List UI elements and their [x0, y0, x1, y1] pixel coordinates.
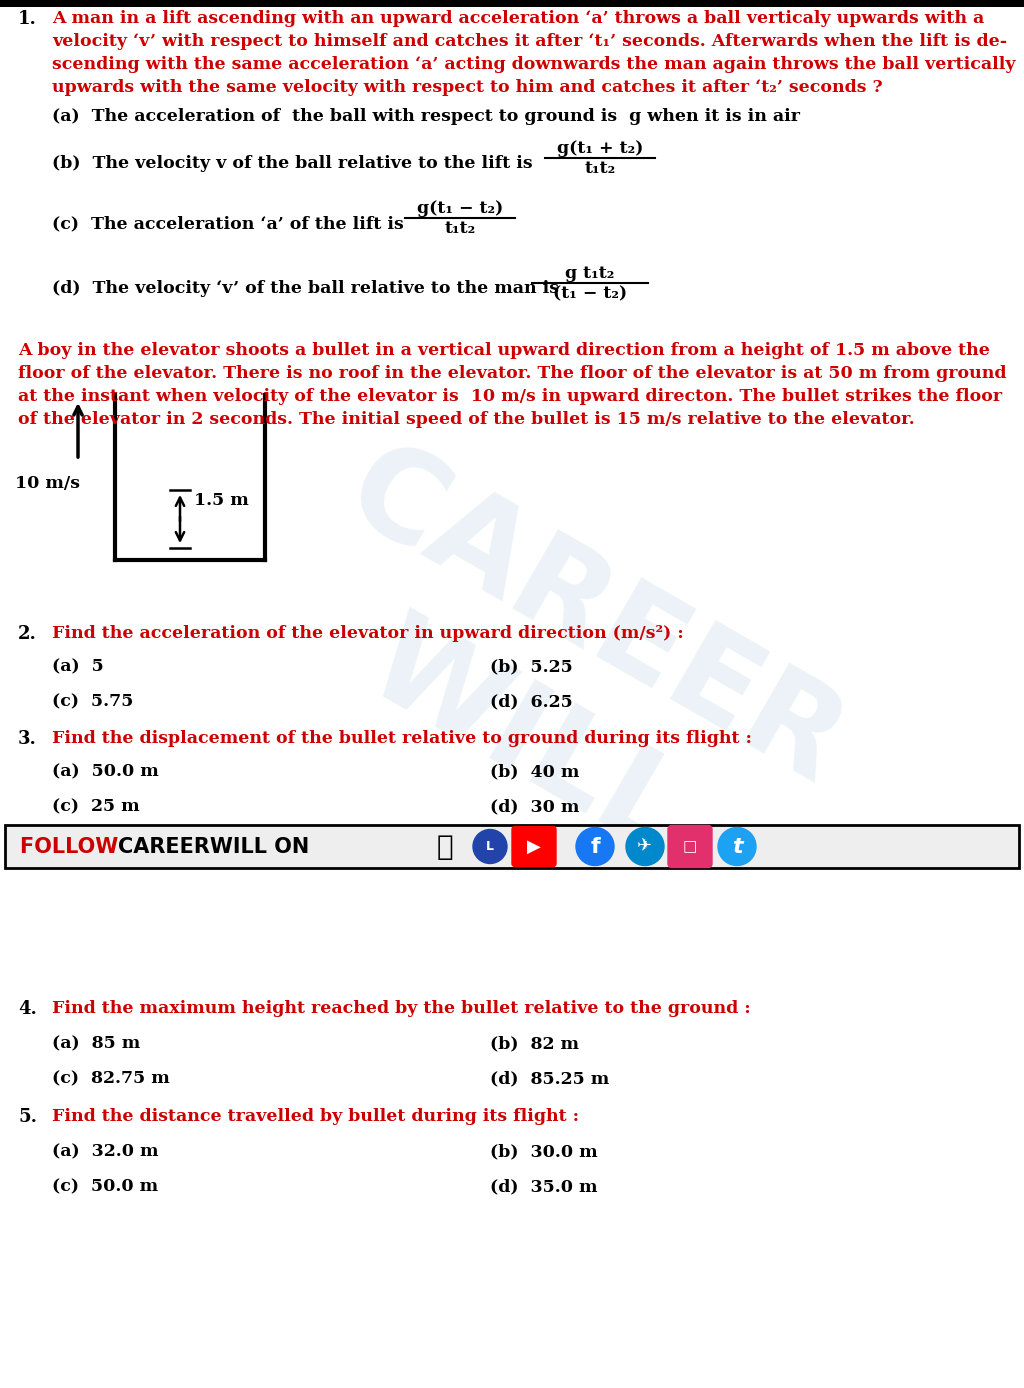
Text: CAREERWILL ON: CAREERWILL ON — [118, 837, 309, 856]
Text: scending with the same acceleration ‘a’ acting downwards the man again throws th: scending with the same acceleration ‘a’ … — [52, 56, 1016, 74]
Text: ▶: ▶ — [527, 837, 541, 855]
Text: t₁t₂: t₁t₂ — [585, 160, 615, 178]
Text: g(t₁ + t₂): g(t₁ + t₂) — [557, 140, 643, 157]
Text: (b)  5.25: (b) 5.25 — [490, 658, 572, 675]
FancyBboxPatch shape — [668, 826, 712, 868]
Text: L: L — [486, 840, 494, 854]
Text: Find the acceleration of the elevator in upward direction (m/s²) :: Find the acceleration of the elevator in… — [52, 625, 684, 643]
Polygon shape — [5, 824, 1019, 868]
Text: □: □ — [683, 838, 697, 854]
Text: 3.: 3. — [18, 730, 37, 748]
Text: Find the maximum height reached by the bullet relative to the ground :: Find the maximum height reached by the b… — [52, 999, 751, 1017]
Circle shape — [626, 827, 664, 866]
Text: 2.: 2. — [18, 625, 37, 643]
Text: (d)  30 m: (d) 30 m — [490, 798, 580, 815]
Text: (d)  85.25 m: (d) 85.25 m — [490, 1070, 609, 1087]
Text: 5.: 5. — [18, 1108, 37, 1126]
Text: 1.: 1. — [18, 10, 37, 28]
Text: (a)  32.0 m: (a) 32.0 m — [52, 1142, 159, 1160]
Text: (c)  The acceleration ‘a’ of the lift is: (c) The acceleration ‘a’ of the lift is — [52, 215, 403, 232]
Text: (a)  85 m: (a) 85 m — [52, 1035, 140, 1052]
Polygon shape — [0, 0, 1024, 7]
Text: (a)  5: (a) 5 — [52, 658, 103, 675]
Text: (b)  30.0 m: (b) 30.0 m — [490, 1142, 598, 1160]
Text: (d)  The velocity ‘v’ of the ball relative to the man is: (d) The velocity ‘v’ of the ball relativ… — [52, 280, 559, 297]
Text: velocity ‘v’ with respect to himself and catches it after ‘t₁’ seconds. Afterwar: velocity ‘v’ with respect to himself and… — [52, 33, 1008, 50]
Text: Find the displacement of the bullet relative to ground during its flight :: Find the displacement of the bullet rela… — [52, 730, 752, 747]
Text: 4.: 4. — [18, 999, 37, 1017]
Text: A man in a lift ascending with an upward acceleration ‘a’ throws a ball vertical: A man in a lift ascending with an upward… — [52, 10, 984, 26]
Text: (c)  5.75: (c) 5.75 — [52, 693, 133, 711]
Text: of the elevator in 2 seconds. The initial speed of the bullet is 15 m/s relative: of the elevator in 2 seconds. The initia… — [18, 411, 914, 428]
Text: upwards with the same velocity with respect to him and catches it after ‘t₂’ sec: upwards with the same velocity with resp… — [52, 79, 883, 96]
Text: f: f — [590, 837, 600, 856]
Text: (c)  25 m: (c) 25 m — [52, 798, 139, 815]
Text: (a)  50.0 m: (a) 50.0 m — [52, 763, 159, 780]
Text: (d)  6.25: (d) 6.25 — [490, 693, 572, 711]
Text: A boy in the elevator shoots a bullet in a vertical upward direction from a heig: A boy in the elevator shoots a bullet in… — [18, 341, 990, 359]
Text: floor of the elevator. There is no roof in the elevator. The floor of the elevat: floor of the elevator. There is no roof … — [18, 365, 1007, 382]
Circle shape — [575, 827, 614, 866]
Text: g(t₁ − t₂): g(t₁ − t₂) — [417, 200, 503, 217]
Text: (c)  50.0 m: (c) 50.0 m — [52, 1178, 158, 1195]
Text: (b)  40 m: (b) 40 m — [490, 763, 580, 780]
Text: t₁t₂: t₁t₂ — [444, 221, 475, 237]
Text: (a)  The acceleration of  the ball with respect to ground is  g when it is in ai: (a) The acceleration of the ball with re… — [52, 108, 800, 125]
Circle shape — [718, 827, 756, 866]
Text: FOLLOW: FOLLOW — [20, 837, 126, 856]
Text: (t₁ − t₂): (t₁ − t₂) — [553, 285, 627, 303]
Text: at the instant when velocity of the elevator is  10 m/s in upward directon. The : at the instant when velocity of the elev… — [18, 389, 1002, 405]
FancyBboxPatch shape — [512, 826, 556, 866]
Text: 👉: 👉 — [436, 833, 454, 861]
Text: (b)  82 m: (b) 82 m — [490, 1035, 579, 1052]
Text: 10 m/s: 10 m/s — [15, 475, 80, 491]
Text: g t₁t₂: g t₁t₂ — [565, 265, 614, 282]
Text: t: t — [732, 837, 742, 856]
Text: Find the distance travelled by bullet during its flight :: Find the distance travelled by bullet du… — [52, 1108, 580, 1126]
Circle shape — [473, 830, 507, 863]
Text: (b)  The velocity v of the ball relative to the lift is: (b) The velocity v of the ball relative … — [52, 155, 532, 172]
Text: CAREER
WILL: CAREER WILL — [256, 429, 864, 931]
Text: 1.5 m: 1.5 m — [194, 491, 249, 509]
Text: (c)  82.75 m: (c) 82.75 m — [52, 1070, 170, 1087]
Text: ✈: ✈ — [637, 837, 652, 855]
Text: (d)  35.0 m: (d) 35.0 m — [490, 1178, 597, 1195]
